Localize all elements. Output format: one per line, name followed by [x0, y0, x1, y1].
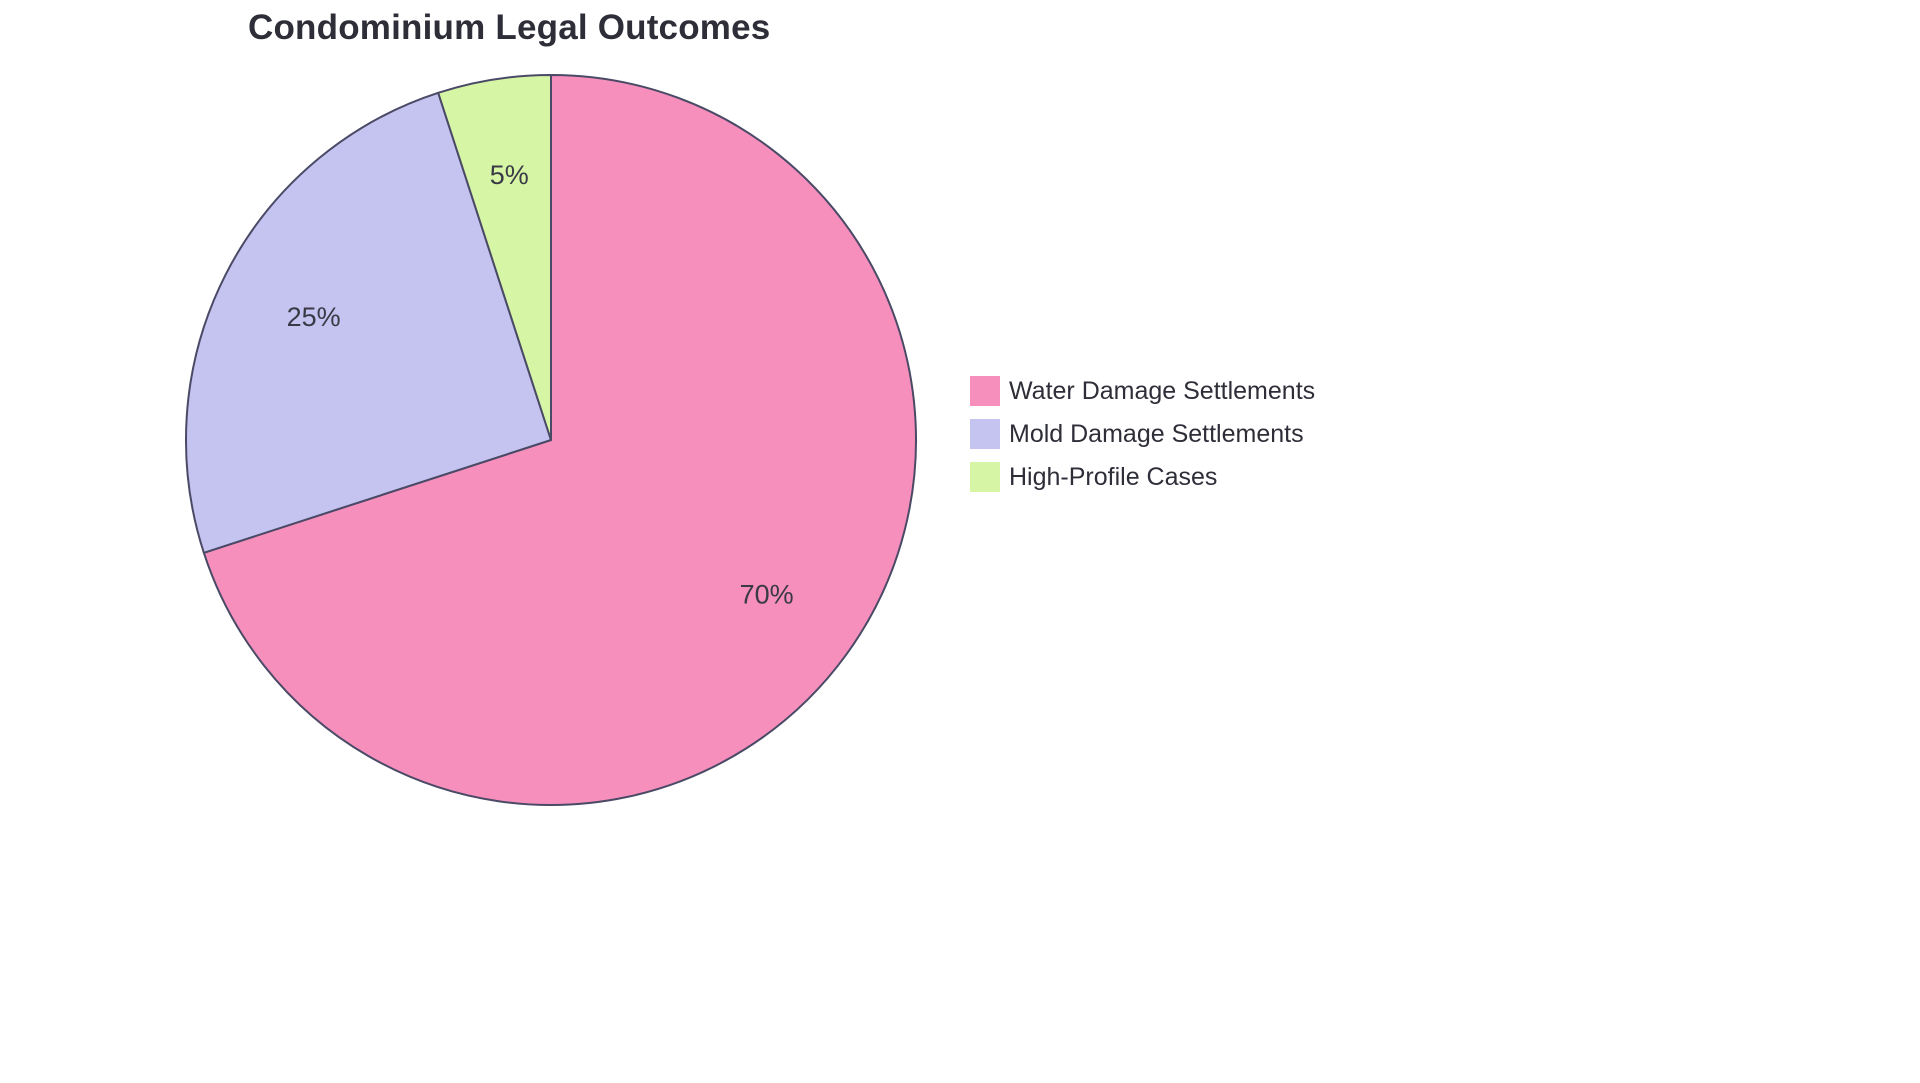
legend-label-high-profile-cases: High-Profile Cases	[1009, 462, 1218, 491]
slice-label-mold-damage-settlements: 25%	[287, 302, 341, 332]
legend-swatch-high-profile-cases	[970, 462, 1000, 492]
legend-label-mold-damage-settlements: Mold Damage Settlements	[1009, 419, 1304, 448]
legend-item-water-damage-settlements: Water Damage Settlements	[970, 376, 1315, 406]
slice-label-high-profile-cases: 5%	[490, 160, 529, 190]
pie-slice-mold-damage-settlements	[185, 91, 552, 554]
legend: Water Damage Settlements Mold Damage Sett…	[970, 376, 1315, 492]
legend-item-high-profile-cases: High-Profile Cases	[970, 462, 1315, 492]
legend-item-mold-damage-settlements: Mold Damage Settlements	[970, 419, 1315, 449]
legend-swatch-mold-damage-settlements	[970, 419, 1000, 449]
chart-title: Condominium Legal Outcomes	[248, 8, 771, 47]
legend-label-water-damage-settlements: Water Damage Settlements	[1009, 376, 1316, 405]
pie-slice-high-profile-cases	[437, 74, 552, 441]
slice-label-water-damage-settlements: 70%	[740, 580, 794, 610]
legend-swatch-water-damage-settlements	[970, 376, 1000, 406]
pie-slice-water-damage-settlements	[202, 74, 917, 806]
